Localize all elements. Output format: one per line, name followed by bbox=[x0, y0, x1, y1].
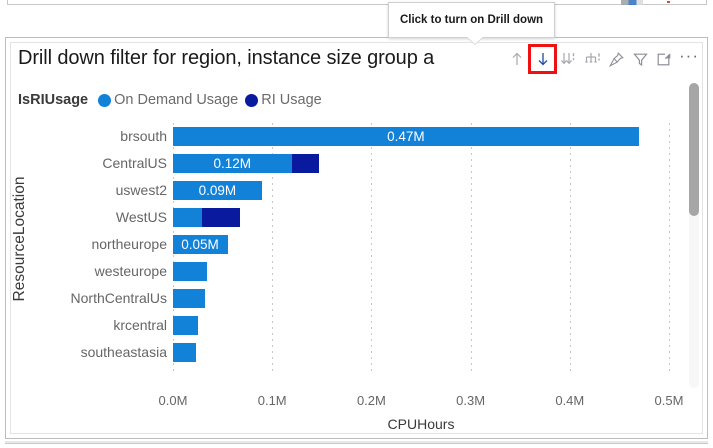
page-title: Drill down filter for region, instance s… bbox=[18, 47, 435, 69]
bar-row bbox=[173, 231, 669, 258]
x-axis-tick-label: 0.3M bbox=[456, 393, 486, 408]
y-axis-category-label[interactable]: brsouth bbox=[120, 128, 167, 144]
y-axis-category-label[interactable]: southeastasia bbox=[80, 344, 167, 360]
bars-region[interactable]: 0.47M 0.12M 0.09M 0.05M bbox=[173, 123, 670, 373]
y-axis-category-label[interactable]: westeurope bbox=[94, 263, 167, 279]
bar-row bbox=[173, 204, 669, 231]
legend-swatch-icon bbox=[98, 93, 112, 107]
gridline bbox=[371, 123, 373, 373]
clipped-visual-above bbox=[7, 0, 707, 5]
x-axis-tick-label: 0.2M bbox=[356, 393, 386, 408]
drill-down-tooltip: Click to turn on Drill down bbox=[388, 2, 555, 44]
gridline bbox=[569, 123, 571, 373]
bar-segment[interactable] bbox=[292, 154, 319, 173]
bar-row bbox=[173, 123, 669, 150]
y-axis-category-label[interactable]: krcentral bbox=[113, 317, 167, 333]
legend-title: IsRIUsage bbox=[18, 92, 89, 108]
x-axis-tick-labels: 0.0M 0.1M 0.2M 0.3M 0.4M 0.5M bbox=[159, 393, 684, 413]
x-axis-title: CPUHours bbox=[387, 416, 455, 432]
x-axis-tick-label: 0.4M bbox=[555, 393, 585, 408]
tooltip-text: Click to turn on Drill down bbox=[399, 14, 544, 26]
legend-item-ri-usage[interactable]: RI Usage bbox=[245, 92, 322, 108]
visual-header-toolbar[interactable]: ··· bbox=[506, 44, 701, 74]
visual-header: Drill down filter for region, instance s… bbox=[6, 38, 709, 80]
clipped-toolbar-icons bbox=[621, 0, 643, 5]
bar-segment[interactable] bbox=[173, 208, 202, 227]
bar-segment[interactable] bbox=[173, 262, 207, 281]
bar-row bbox=[173, 177, 669, 204]
go-to-next-level-icon[interactable] bbox=[557, 48, 579, 70]
bar-segment[interactable] bbox=[201, 208, 241, 227]
gridline bbox=[470, 123, 472, 373]
bar-segment[interactable] bbox=[173, 343, 196, 362]
bar-rows: 0.47M 0.12M 0.09M 0.05M bbox=[173, 123, 669, 366]
bar-row bbox=[173, 312, 669, 339]
drill-up-icon[interactable] bbox=[506, 48, 528, 70]
x-axis-tick-label: 0.1M bbox=[257, 393, 287, 408]
bar-row bbox=[173, 258, 669, 285]
y-axis-category-label[interactable]: northeurope bbox=[91, 236, 167, 252]
gridline bbox=[669, 123, 670, 373]
card-bottom-edge bbox=[5, 441, 708, 444]
focus-mode-icon[interactable] bbox=[653, 48, 675, 70]
legend-item-on-demand-usage[interactable]: On Demand Usage bbox=[98, 92, 238, 108]
pin-icon[interactable] bbox=[605, 48, 627, 70]
bar-row bbox=[173, 150, 669, 177]
bar-segment[interactable] bbox=[173, 154, 293, 173]
y-axis-category-labels: brsouth CentralUS uswest2 WestUS northeurope… bbox=[51, 123, 173, 366]
y-axis-category-label[interactable]: uswest2 bbox=[115, 182, 167, 198]
legend-item-label: RI Usage bbox=[261, 92, 322, 108]
vertical-scrollbar[interactable] bbox=[689, 83, 699, 388]
chart-legend: IsRIUsage On Demand Usage RI Usage bbox=[18, 90, 322, 110]
expand-all-down-one-level-icon[interactable] bbox=[581, 48, 603, 70]
vertical-scrollbar-thumb[interactable] bbox=[689, 83, 699, 216]
x-axis-tick-label: 0.0M bbox=[158, 393, 188, 408]
more-options-icon[interactable]: ··· bbox=[679, 45, 699, 65]
filter-icon[interactable] bbox=[629, 48, 651, 70]
bar-row bbox=[173, 339, 669, 366]
clipped-marker-dot bbox=[667, 1, 670, 3]
y-axis-category-label[interactable]: NorthCentralUs bbox=[70, 290, 167, 306]
bar-segment[interactable] bbox=[173, 289, 205, 308]
bar-segment[interactable] bbox=[173, 127, 640, 146]
bar-segment[interactable] bbox=[173, 181, 263, 200]
legend-swatch-icon bbox=[245, 93, 259, 107]
y-axis-category-label[interactable]: WestUS bbox=[115, 209, 167, 225]
drill-down-toggle-icon[interactable] bbox=[528, 44, 557, 74]
gridline bbox=[272, 123, 274, 373]
x-axis-tick-label: 0.5M bbox=[654, 393, 684, 408]
bar-segment[interactable] bbox=[173, 316, 198, 335]
legend-item-label: On Demand Usage bbox=[114, 92, 239, 108]
chart-visual-card[interactable]: Drill down filter for region, instance s… bbox=[5, 37, 708, 439]
y-axis-title: ResourceLocation bbox=[11, 176, 28, 302]
bar-segment[interactable] bbox=[173, 235, 228, 254]
bar-row bbox=[173, 285, 669, 312]
y-axis-category-label[interactable]: CentralUS bbox=[102, 155, 167, 171]
tooltip-arrow bbox=[466, 36, 484, 44]
plot-area: ResourceLocation brsouth CentralUS uswest2… bbox=[6, 118, 709, 390]
